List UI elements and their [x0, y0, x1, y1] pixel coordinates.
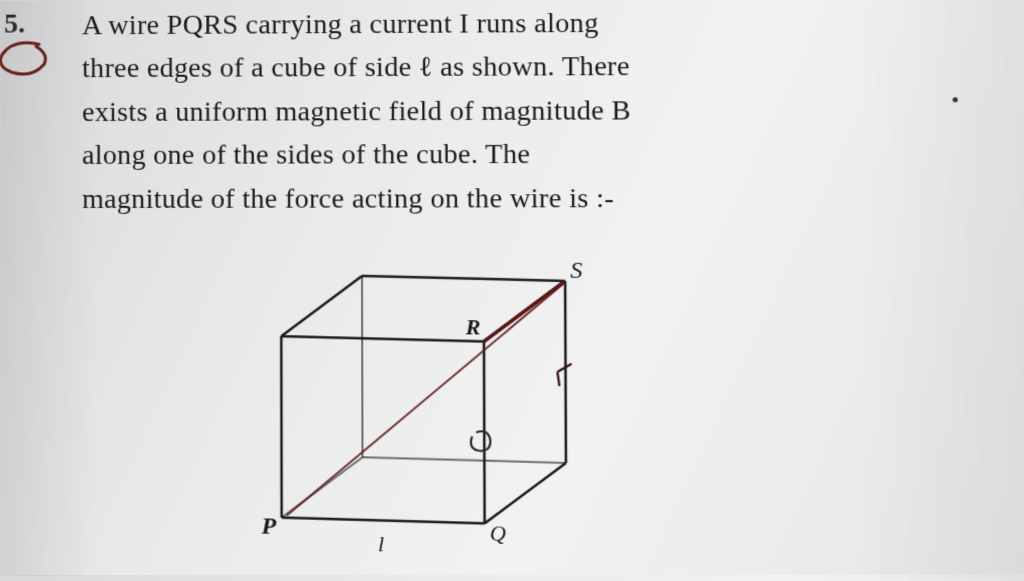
label-edge-l: l	[378, 531, 384, 556]
cube-diagram: P Q R S l	[231, 256, 618, 570]
q-loop-icon	[471, 431, 491, 451]
edge-front-bottom	[282, 518, 485, 524]
wire-segment-rs	[484, 281, 566, 342]
edge-front-top	[281, 336, 484, 341]
edge-depth-br	[484, 463, 566, 524]
stray-dot	[953, 97, 958, 102]
edge-depth-tl	[281, 276, 362, 336]
label-r: R	[465, 314, 481, 339]
diagonal-line	[286, 284, 564, 517]
hand-circle-mark	[0, 36, 50, 78]
label-q: Q	[490, 520, 506, 545]
edge-back-right	[565, 281, 566, 463]
label-p: P	[260, 513, 276, 539]
text-line-1: A wire PQRS carrying a current I runs al…	[82, 1, 688, 47]
text-line-5: magnitude of the force acting on the wir…	[82, 176, 689, 221]
edge-back-bottom	[362, 457, 565, 463]
text-line-3: exists a uniform magnetic field of magni…	[82, 89, 689, 134]
text-line-2: three edges of a cube of side ℓ as shown…	[82, 45, 689, 91]
page-shadow-right	[854, 0, 1024, 581]
label-s: S	[570, 258, 582, 284]
edge-back-top	[362, 276, 565, 281]
question-text: A wire PQRS carrying a current I runs al…	[82, 1, 689, 221]
text-line-4: along one of the sides of the cube. The	[82, 133, 689, 178]
